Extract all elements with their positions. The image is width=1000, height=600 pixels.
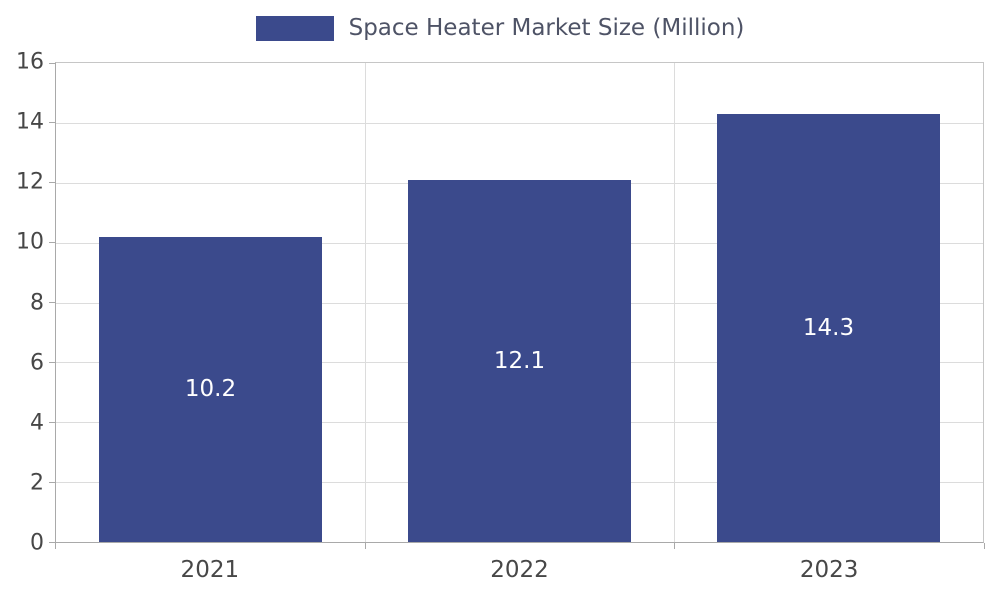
- x-tick-mark: [984, 543, 985, 549]
- y-tick-label: 12: [16, 169, 44, 195]
- y-tick-label: 8: [30, 290, 44, 315]
- y-tick-label: 10: [16, 229, 44, 255]
- x-tick-label: 2022: [490, 557, 549, 583]
- h-gridline: [56, 122, 983, 124]
- y-tick-mark: [49, 242, 56, 244]
- y-tick-mark: [49, 182, 56, 184]
- v-gridline: [673, 63, 675, 542]
- x-tick-label: 2023: [799, 557, 859, 583]
- y-tick-mark: [49, 541, 56, 543]
- x-tick-mark: [674, 543, 676, 549]
- y-tick-label: 0: [30, 530, 44, 556]
- y-tick-label: 6: [30, 350, 44, 376]
- y-tick-mark: [49, 302, 56, 303]
- legend-swatch: [255, 15, 334, 41]
- x-tick-mark: [55, 543, 56, 549]
- bar-2022: 12.1: [407, 179, 632, 542]
- x-tick-mark: [364, 543, 366, 549]
- y-tick-mark: [49, 122, 56, 124]
- bar-2023: 14.3: [716, 113, 941, 542]
- plot-area: 10.2 12.1 14.3: [49, 62, 984, 543]
- bar-value-label: 10.2: [184, 376, 237, 403]
- y-tick-mark: [49, 361, 56, 363]
- x-axis: 2021 2022 2023: [55, 543, 985, 589]
- v-gridline: [364, 63, 366, 542]
- y-tick-label: 4: [30, 410, 44, 436]
- y-tick-label: 14: [16, 109, 44, 135]
- y-tick-mark: [49, 62, 56, 64]
- y-tick-mark: [49, 481, 56, 483]
- y-tick-mark: [49, 421, 56, 423]
- legend: Space Heater Market Size (Million): [0, 14, 1000, 42]
- x-tick-label: 2021: [180, 557, 240, 583]
- bar-value-label: 12.1: [493, 347, 546, 374]
- legend-label: Space Heater Market Size (Million): [348, 15, 745, 41]
- bar-value-label: 14.3: [802, 314, 855, 341]
- y-axis: 0 2 4 6 8 10 12 14 16: [0, 50, 48, 556]
- y-tick-label: 2: [30, 470, 44, 496]
- bar-2021: 10.2: [98, 236, 323, 542]
- y-tick-label: 16: [16, 49, 44, 75]
